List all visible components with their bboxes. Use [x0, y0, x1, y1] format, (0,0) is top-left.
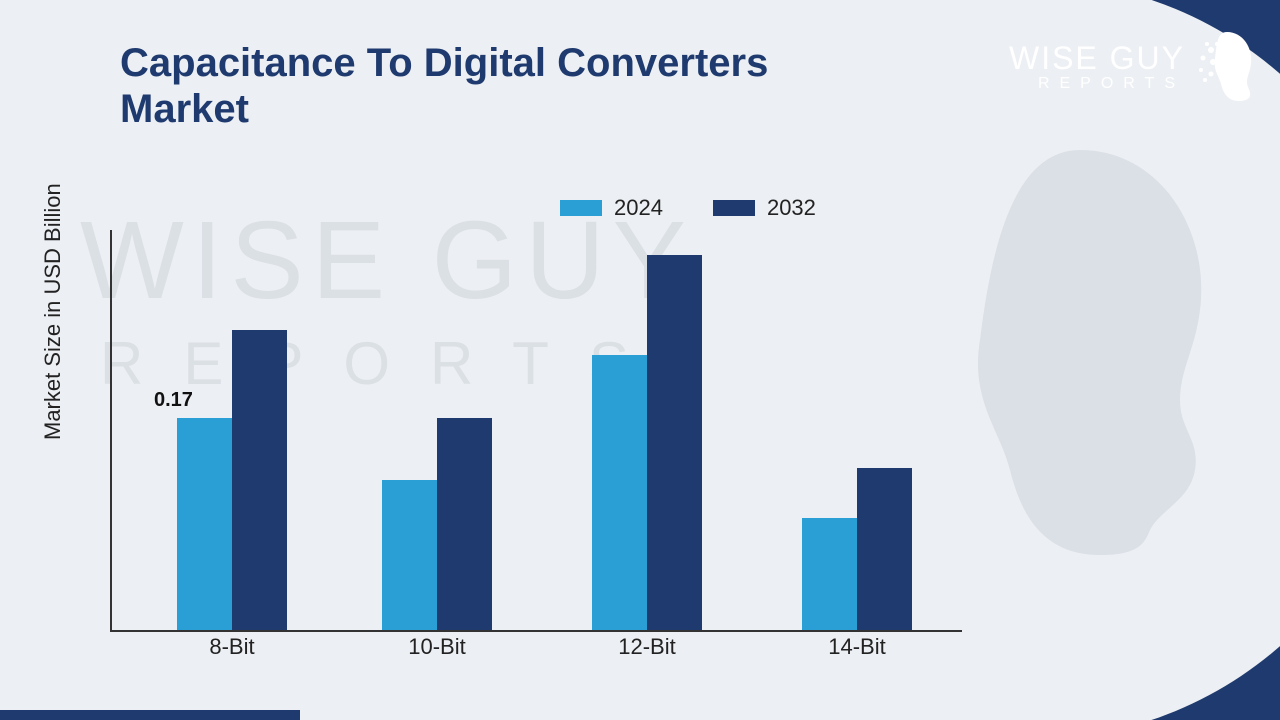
bar — [647, 255, 702, 630]
bar — [857, 468, 912, 631]
bar-chart: Market Size in USD Billion 8-Bit10-Bit12… — [90, 230, 960, 660]
legend-label-2024: 2024 — [614, 195, 663, 221]
bar — [177, 418, 232, 631]
legend-swatch-2024 — [560, 200, 602, 216]
bar-group: 8-Bit — [167, 330, 297, 630]
bar-group: 12-Bit — [582, 255, 712, 630]
legend-swatch-2032 — [713, 200, 755, 216]
x-axis-label: 14-Bit — [777, 634, 937, 660]
brand-logo: WISE GUY REPORTS — [1009, 30, 1255, 102]
legend-label-2032: 2032 — [767, 195, 816, 221]
bottom-accent-bar — [0, 710, 300, 720]
bar — [802, 518, 857, 631]
x-axis-label: 12-Bit — [567, 634, 727, 660]
infographic-canvas: WISE GUYREPORTS Capacitance To Digital C… — [0, 0, 1280, 720]
chart-title: Capacitance To Digital Converters Market — [120, 40, 850, 132]
legend-item-2024: 2024 — [560, 195, 663, 221]
bar — [382, 480, 437, 630]
plot-area: 8-Bit 10-Bit 12-Bit 14-Bit 0.17 — [110, 230, 962, 632]
legend: 2024 2032 — [560, 195, 816, 221]
x-axis-label: 8-Bit — [152, 634, 312, 660]
x-axis-label: 10-Bit — [357, 634, 517, 660]
bar-group: 14-Bit — [792, 468, 922, 631]
bar-group: 10-Bit — [372, 418, 502, 631]
y-axis-label: Market Size in USD Billion — [40, 183, 66, 440]
brand-line1: WISE GUY — [1009, 40, 1185, 77]
bar — [232, 330, 287, 630]
bar — [592, 355, 647, 630]
bar — [437, 418, 492, 631]
legend-item-2032: 2032 — [713, 195, 816, 221]
brand-head-icon — [1193, 30, 1255, 102]
brand-line2: REPORTS — [1009, 75, 1185, 93]
value-label: 0.17 — [154, 389, 193, 412]
